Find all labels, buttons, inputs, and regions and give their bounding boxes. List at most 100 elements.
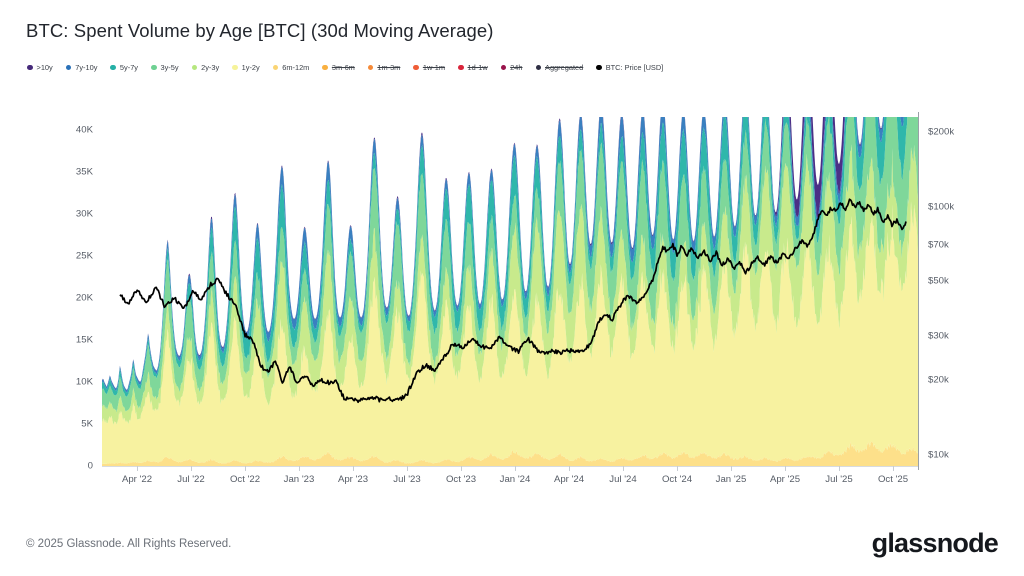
y-axis-right-tick-label: $20k (928, 374, 949, 386)
x-axis-tick (893, 466, 894, 471)
legend-item-label: Aggregated (545, 63, 584, 72)
x-axis-tick (407, 466, 408, 471)
legend-item-label: 1w-1m (422, 63, 446, 72)
x-axis-tick (623, 466, 624, 471)
x-axis-tick-label: Jan '23 (283, 474, 315, 485)
legend-item-1y-2y[interactable]: 1y-2y (232, 63, 260, 72)
x-axis-tick-label: Jul '25 (825, 474, 853, 485)
x-axis-tick-label: Jan '24 (499, 474, 531, 485)
x-axis-tick-label: Apr '25 (769, 474, 801, 485)
legend-item-24h[interactable]: 24h (500, 63, 523, 72)
chart-plot-area: glassnode 05K10K15K20K25K30K35K40K$10k$2… (76, 117, 954, 485)
legend-item-label: 1m-3m (377, 63, 401, 72)
x-axis-tick-label: Jan '25 (715, 474, 747, 485)
legend-item-5y-7y[interactable]: 5y-7y (110, 63, 138, 72)
area-band-6m-12m (102, 441, 918, 466)
legend-swatch-icon (110, 64, 116, 71)
x-axis-tick-label: Jul '24 (609, 474, 637, 485)
legend-swatch-icon (191, 64, 198, 71)
area-band-1y-2y (102, 201, 918, 465)
legend-swatch-icon (535, 64, 542, 71)
legend-item-6m-12m[interactable]: 6m-12m (272, 63, 310, 72)
legend-item-1w-1m[interactable]: 1w-1m (413, 63, 445, 72)
legend-item-10y[interactable]: >10y (27, 63, 53, 72)
x-axis-tick-label: Oct '24 (661, 474, 693, 485)
right-axis-line (918, 112, 919, 470)
x-axis-tick (515, 466, 516, 471)
x-axis-tick (353, 466, 354, 471)
x-axis-tick (245, 466, 246, 471)
legend-item-1m-3m[interactable]: 1m-3m (367, 63, 401, 72)
stacked-area-svg (102, 117, 918, 466)
y-axis-left-tick-label: 25K (75, 250, 93, 262)
y-axis-right-tick-label: $10k (928, 449, 949, 461)
x-axis-tick-label: Apr '24 (553, 474, 585, 485)
legend-swatch-icon (232, 64, 238, 71)
x-axis-tick (677, 466, 678, 471)
legend-item-aggregated[interactable]: Aggregated (535, 63, 584, 72)
legend-item-label: BTC: Price [USD] (605, 63, 664, 72)
legend-item-label: 1y-2y (241, 63, 260, 72)
x-axis-tick-label: Oct '23 (445, 474, 477, 485)
btc-price-line (119, 198, 907, 404)
footer-copyright: © 2025 Glassnode. All Rights Reserved. (26, 538, 232, 550)
y-axis-right-tick-label: $70k (928, 239, 949, 251)
x-axis-tick-label: Jul '22 (177, 474, 205, 485)
chart-legend: >10y 7y-10y 5y-7y 3y-5y 2y-3y 1y-2y 6m-12m 3m-6… (27, 63, 676, 72)
legend-item-btc-price-usd[interactable]: BTC: Price [USD] (596, 63, 663, 72)
x-axis-tick-label: Jul '23 (393, 474, 421, 485)
legend-swatch-icon (322, 64, 328, 71)
y-axis-left-tick-label: 20K (75, 292, 93, 304)
x-axis-tick (785, 466, 786, 471)
legend-swatch-icon (272, 64, 279, 71)
legend-item-label: 2y-3y (201, 63, 220, 72)
y-axis-right-tick-label: $50k (928, 275, 949, 287)
page-title: BTC: Spent Volume by Age [BTC] (30d Movi… (26, 20, 494, 41)
y-axis-left-tick-label: 5K (81, 418, 93, 430)
legend-item-label: >10y (36, 63, 53, 72)
legend-swatch-icon (151, 64, 157, 71)
legend-swatch-icon (367, 64, 374, 71)
glassnode-logo: glassnode (871, 528, 999, 558)
x-axis-tick (137, 466, 138, 471)
legend-item-3y-5y[interactable]: 3y-5y (151, 63, 179, 72)
x-axis-tick-label: Apr '22 (121, 474, 153, 485)
y-axis-left-tick-label: 40K (75, 124, 93, 136)
area-band-7y-10y (102, 117, 904, 393)
legend-swatch-icon (65, 64, 72, 71)
y-axis-right-tick-label: $100k (928, 201, 955, 213)
x-axis-tick-label: Oct '22 (229, 474, 261, 485)
legend-item-label: 3m-6m (331, 63, 355, 72)
y-axis-left-tick-label: 15K (75, 334, 93, 346)
y-axis-right-tick-label: $200k (928, 126, 955, 138)
legend-swatch-icon (413, 64, 419, 71)
area-band-2y-3y (102, 144, 918, 425)
legend-item-3m-6m[interactable]: 3m-6m (322, 63, 355, 72)
x-axis-tick (191, 466, 192, 471)
y-axis-left-tick-label: 35K (75, 166, 93, 178)
area-band-3y-5y (102, 117, 918, 413)
x-axis-tick (839, 466, 840, 471)
legend-swatch-icon (458, 64, 464, 71)
y-axis-right-tick-label: $30k (928, 330, 949, 342)
x-axis-tick-label: Apr '23 (337, 474, 369, 485)
legend-swatch-icon (596, 64, 602, 71)
y-axis-left-tick-label: 0 (87, 460, 93, 472)
legend-item-label: 5y-7y (119, 63, 138, 72)
x-axis-baseline (102, 466, 918, 467)
legend-item-2y-3y[interactable]: 2y-3y (191, 63, 220, 72)
legend-item-label: 6m-12m (282, 63, 310, 72)
legend-item-label: 24h (510, 63, 523, 72)
x-axis-tick (461, 466, 462, 471)
x-axis-tick-label: Oct '25 (877, 474, 909, 485)
x-axis-tick (569, 466, 570, 471)
legend-swatch-icon (500, 64, 507, 71)
legend-item-7y-10y[interactable]: 7y-10y (65, 63, 97, 72)
x-axis-tick (299, 466, 300, 471)
legend-swatch-icon (27, 64, 33, 71)
x-axis-tick (731, 466, 732, 471)
y-axis-left-tick-label: 10K (75, 376, 93, 388)
y-axis-left-tick-label: 30K (75, 208, 93, 220)
legend-item-label: 3y-5y (160, 63, 179, 72)
legend-item-1d-1w[interactable]: 1d-1w (458, 63, 488, 72)
